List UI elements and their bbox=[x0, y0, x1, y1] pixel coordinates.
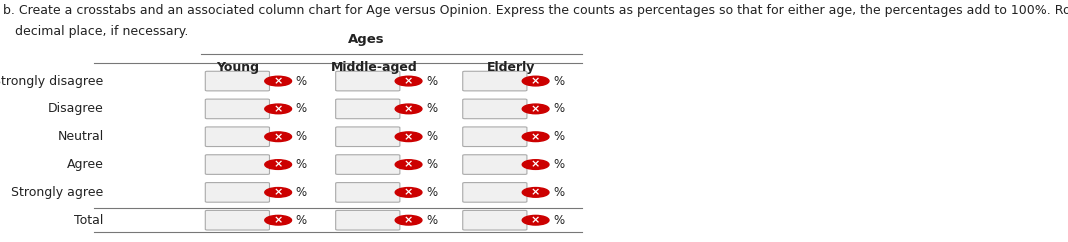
FancyBboxPatch shape bbox=[335, 211, 399, 230]
Circle shape bbox=[265, 104, 292, 114]
Text: ×: × bbox=[273, 187, 283, 197]
Circle shape bbox=[522, 104, 549, 114]
Circle shape bbox=[395, 188, 422, 197]
Text: %: % bbox=[553, 130, 564, 143]
Text: ×: × bbox=[531, 76, 540, 86]
Text: %: % bbox=[426, 186, 437, 199]
Text: ×: × bbox=[531, 187, 540, 197]
Circle shape bbox=[265, 132, 292, 142]
Circle shape bbox=[522, 188, 549, 197]
Text: %: % bbox=[296, 186, 307, 199]
Text: decimal place, if necessary.: decimal place, if necessary. bbox=[3, 25, 189, 38]
Text: %: % bbox=[426, 102, 437, 115]
FancyBboxPatch shape bbox=[335, 183, 399, 202]
Circle shape bbox=[522, 76, 549, 86]
Text: ×: × bbox=[404, 215, 413, 225]
Text: ×: × bbox=[531, 132, 540, 142]
Text: %: % bbox=[296, 75, 307, 88]
FancyBboxPatch shape bbox=[462, 99, 527, 119]
Circle shape bbox=[265, 160, 292, 169]
FancyBboxPatch shape bbox=[462, 127, 527, 147]
Circle shape bbox=[265, 188, 292, 197]
Text: %: % bbox=[296, 158, 307, 171]
Text: ×: × bbox=[273, 159, 283, 170]
Text: Strongly agree: Strongly agree bbox=[12, 186, 104, 199]
Text: %: % bbox=[296, 102, 307, 115]
FancyBboxPatch shape bbox=[205, 211, 269, 230]
Text: ×: × bbox=[404, 132, 413, 142]
Text: %: % bbox=[426, 75, 437, 88]
FancyBboxPatch shape bbox=[462, 211, 527, 230]
Text: Young: Young bbox=[216, 60, 258, 74]
FancyBboxPatch shape bbox=[335, 99, 399, 119]
FancyBboxPatch shape bbox=[205, 183, 269, 202]
FancyBboxPatch shape bbox=[462, 183, 527, 202]
Circle shape bbox=[395, 215, 422, 225]
FancyBboxPatch shape bbox=[335, 155, 399, 174]
Text: Strongly disagree: Strongly disagree bbox=[0, 75, 104, 88]
Text: %: % bbox=[553, 186, 564, 199]
Text: Disagree: Disagree bbox=[48, 102, 104, 115]
Text: ×: × bbox=[273, 76, 283, 86]
Circle shape bbox=[395, 132, 422, 142]
FancyBboxPatch shape bbox=[205, 99, 269, 119]
FancyBboxPatch shape bbox=[205, 71, 269, 91]
Circle shape bbox=[522, 132, 549, 142]
Circle shape bbox=[395, 76, 422, 86]
Circle shape bbox=[265, 76, 292, 86]
Text: ×: × bbox=[531, 104, 540, 114]
Text: %: % bbox=[553, 102, 564, 115]
Text: ×: × bbox=[531, 159, 540, 170]
Text: ×: × bbox=[273, 104, 283, 114]
Text: ×: × bbox=[531, 215, 540, 225]
Text: %: % bbox=[426, 158, 437, 171]
Circle shape bbox=[395, 160, 422, 169]
Text: %: % bbox=[296, 130, 307, 143]
FancyBboxPatch shape bbox=[335, 127, 399, 147]
FancyBboxPatch shape bbox=[335, 71, 399, 91]
Text: %: % bbox=[553, 214, 564, 227]
Text: ×: × bbox=[404, 104, 413, 114]
Circle shape bbox=[522, 160, 549, 169]
Text: ×: × bbox=[404, 187, 413, 197]
Text: %: % bbox=[296, 214, 307, 227]
Text: ×: × bbox=[404, 159, 413, 170]
Text: Ages: Ages bbox=[348, 33, 384, 46]
FancyBboxPatch shape bbox=[462, 155, 527, 174]
Circle shape bbox=[522, 215, 549, 225]
Text: %: % bbox=[553, 75, 564, 88]
Circle shape bbox=[395, 104, 422, 114]
Text: %: % bbox=[426, 130, 437, 143]
Text: %: % bbox=[553, 158, 564, 171]
FancyBboxPatch shape bbox=[205, 127, 269, 147]
Text: Elderly: Elderly bbox=[487, 60, 536, 74]
Text: Total: Total bbox=[75, 214, 104, 227]
Text: ×: × bbox=[404, 76, 413, 86]
Text: ×: × bbox=[273, 132, 283, 142]
Text: Middle-aged: Middle-aged bbox=[331, 60, 418, 74]
Text: %: % bbox=[426, 214, 437, 227]
Text: ×: × bbox=[273, 215, 283, 225]
FancyBboxPatch shape bbox=[205, 155, 269, 174]
Text: b. Create a crosstabs and an associated column chart for Age versus Opinion. Exp: b. Create a crosstabs and an associated … bbox=[3, 4, 1068, 17]
Text: Agree: Agree bbox=[67, 158, 104, 171]
FancyBboxPatch shape bbox=[462, 71, 527, 91]
Text: Neutral: Neutral bbox=[58, 130, 104, 143]
Circle shape bbox=[265, 215, 292, 225]
